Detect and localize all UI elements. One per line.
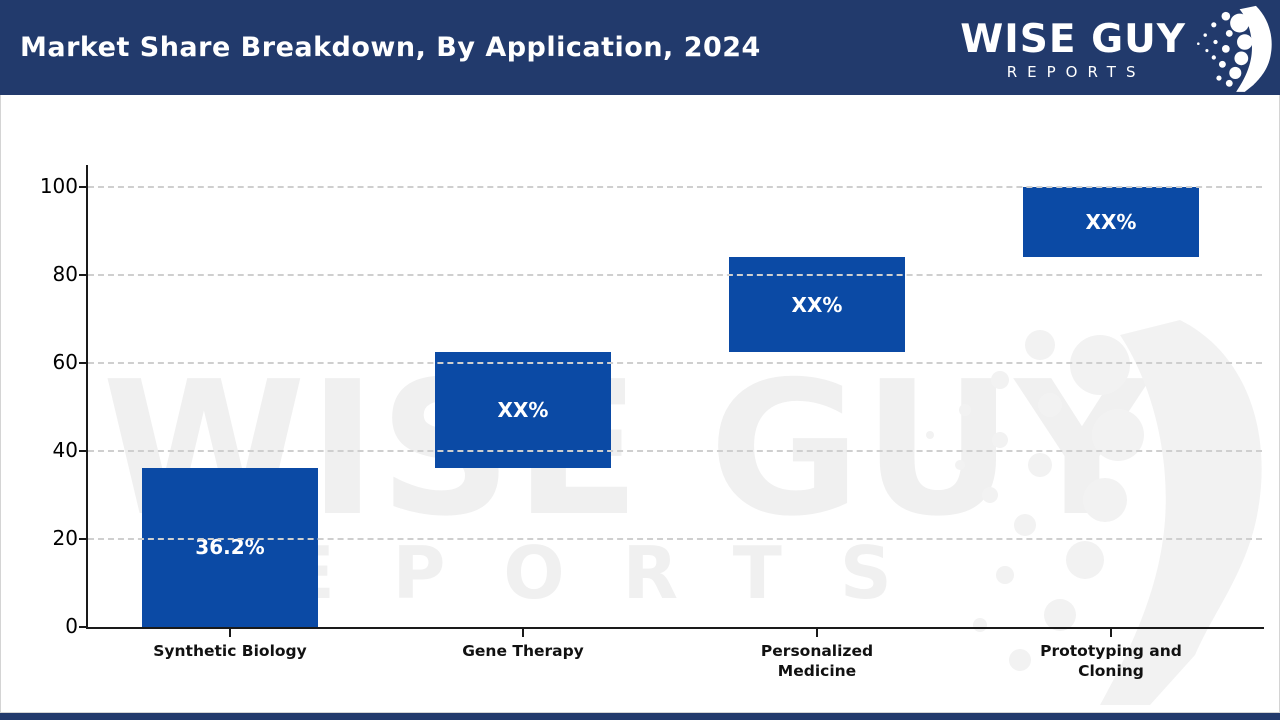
y-tick-label: 100 — [39, 174, 78, 198]
bar-value-label: XX% — [1085, 210, 1137, 235]
bar-value-label: XX% — [791, 292, 843, 317]
y-tick-mark — [79, 450, 86, 452]
x-category-label: Synthetic Biology — [153, 642, 307, 660]
y-tick-mark — [79, 538, 86, 540]
gridline-60 — [88, 362, 1262, 364]
x-tick-mark — [1110, 629, 1112, 637]
y-tick-mark — [79, 274, 86, 276]
page-title: Market Share Breakdown, By Application, … — [20, 32, 761, 63]
x-tick-mark — [816, 629, 818, 637]
gridline-20 — [88, 538, 1262, 540]
gridline-100 — [88, 186, 1262, 188]
gridline-80 — [88, 274, 1262, 276]
y-tick-label: 0 — [65, 614, 78, 638]
x-tick-mark — [522, 629, 524, 637]
x-category-label: Personalized Medicine — [760, 642, 874, 681]
gridline-40 — [88, 450, 1262, 452]
y-tick-mark — [79, 362, 86, 364]
y-tick-label: 40 — [52, 438, 78, 462]
x-tick-mark — [229, 629, 231, 637]
brand-logo-text: WISE GUY REPORTS — [960, 17, 1186, 82]
y-tick-label: 20 — [52, 526, 78, 550]
dotted-head-icon — [1188, 4, 1274, 96]
brand-name: WISE GUY — [960, 17, 1186, 63]
bar-segment: XX% — [1023, 187, 1199, 258]
x-axis-line — [86, 627, 1264, 629]
header-bar: Market Share Breakdown, By Application, … — [0, 0, 1280, 95]
bar-segment: XX% — [729, 257, 905, 353]
brand-logo: WISE GUY REPORTS — [960, 4, 1274, 96]
y-tick-mark — [79, 186, 86, 188]
y-tick-label: 60 — [52, 350, 78, 374]
watermark-head-icon — [850, 310, 1280, 714]
brand-subtitle: REPORTS — [1006, 63, 1146, 82]
y-tick-label: 80 — [52, 262, 78, 286]
x-category-label: Gene Therapy — [462, 642, 584, 660]
y-tick-mark — [79, 626, 86, 628]
x-category-label: Prototyping and Cloning — [1040, 642, 1182, 681]
bar-segment: 36.2% — [142, 467, 318, 627]
bar-segment: XX% — [435, 352, 611, 468]
footer-stripe — [0, 713, 1280, 720]
y-axis-line — [86, 165, 88, 629]
bar-value-label: XX% — [497, 398, 549, 423]
